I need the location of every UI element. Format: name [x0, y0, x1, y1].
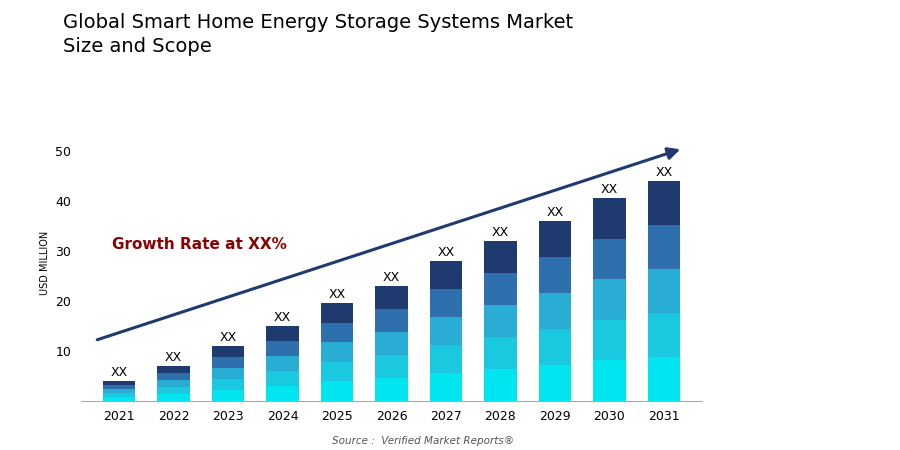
Bar — [103, 396, 136, 400]
Bar — [158, 365, 190, 373]
Bar — [103, 385, 136, 388]
Bar — [538, 257, 572, 292]
Bar — [538, 292, 572, 328]
Text: Growth Rate at XX%: Growth Rate at XX% — [112, 237, 287, 252]
Bar — [647, 356, 680, 400]
Text: XX: XX — [437, 246, 454, 259]
Bar — [538, 221, 572, 257]
Bar — [103, 381, 136, 385]
Bar — [593, 320, 626, 360]
Bar — [103, 388, 136, 392]
Bar — [320, 323, 354, 342]
Bar — [212, 368, 245, 378]
Bar — [647, 225, 680, 269]
Bar — [375, 378, 408, 401]
Text: XX: XX — [655, 166, 672, 179]
Bar — [647, 269, 680, 313]
Text: XX: XX — [491, 226, 509, 239]
Bar — [158, 387, 190, 393]
Bar — [484, 273, 517, 305]
Bar — [375, 309, 408, 332]
Bar — [320, 381, 354, 400]
Bar — [593, 198, 626, 239]
Bar — [484, 241, 517, 273]
Bar — [266, 370, 299, 386]
Bar — [593, 360, 626, 400]
Bar — [375, 355, 408, 378]
Bar — [429, 261, 463, 289]
Bar — [484, 337, 517, 369]
Text: Source :  Verified Market Reports®: Source : Verified Market Reports® — [332, 436, 514, 446]
Text: XX: XX — [546, 206, 563, 219]
Bar — [320, 342, 354, 361]
Bar — [320, 361, 354, 381]
Bar — [484, 369, 517, 400]
Y-axis label: USD MILLION: USD MILLION — [40, 231, 50, 295]
Bar — [266, 326, 299, 341]
Bar — [212, 356, 245, 368]
Bar — [647, 313, 680, 356]
Bar — [593, 279, 626, 320]
Bar — [429, 373, 463, 400]
Bar — [429, 317, 463, 345]
Text: XX: XX — [111, 365, 128, 378]
Bar — [538, 364, 572, 400]
Bar — [212, 346, 245, 356]
Bar — [212, 390, 245, 400]
Bar — [266, 356, 299, 370]
Text: XX: XX — [274, 310, 292, 324]
Bar — [538, 328, 572, 364]
Bar — [429, 289, 463, 317]
Bar — [266, 341, 299, 356]
Bar — [484, 305, 517, 337]
Bar — [103, 392, 136, 396]
Text: XX: XX — [220, 331, 237, 344]
Bar — [375, 286, 408, 309]
Bar — [429, 345, 463, 373]
Bar — [593, 239, 626, 279]
Bar — [158, 373, 190, 379]
Text: XX: XX — [328, 288, 346, 301]
Text: XX: XX — [165, 351, 182, 364]
Bar — [212, 378, 245, 390]
Bar — [158, 393, 190, 400]
Bar — [375, 332, 408, 355]
Text: XX: XX — [382, 271, 400, 284]
Bar — [320, 303, 354, 323]
Text: XX: XX — [601, 183, 618, 196]
Bar — [266, 386, 299, 400]
Bar — [647, 181, 680, 225]
Bar — [158, 379, 190, 387]
Text: Global Smart Home Energy Storage Systems Market
Size and Scope: Global Smart Home Energy Storage Systems… — [63, 14, 573, 56]
